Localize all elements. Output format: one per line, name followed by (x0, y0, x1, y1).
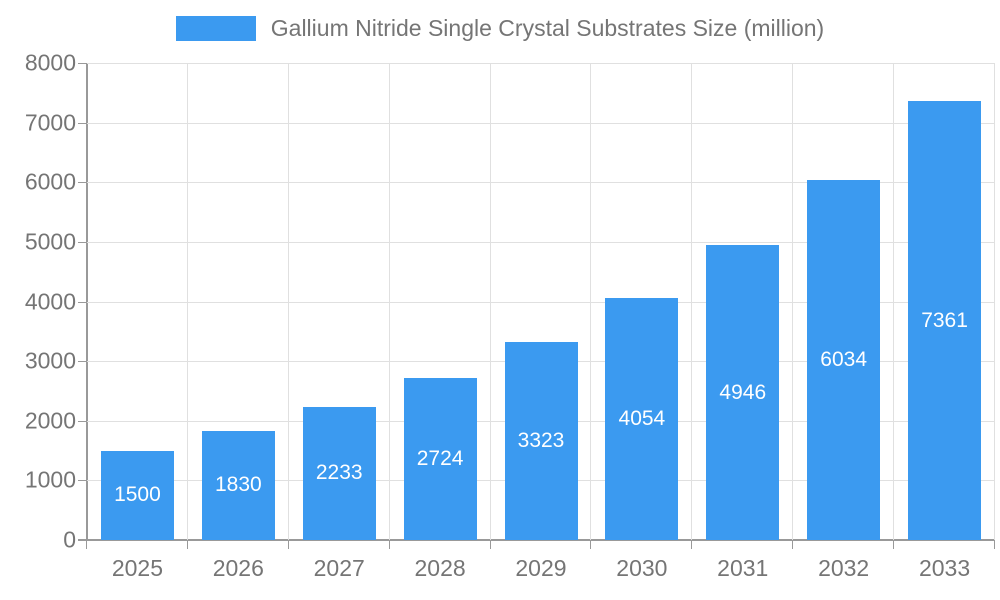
gridline-vertical (994, 63, 995, 540)
gridline-vertical (691, 63, 693, 540)
gridline-vertical (792, 63, 794, 540)
y-axis-tick (78, 540, 86, 541)
plot-area: 1500 1830 2233 2724 3323 4054 4946 6034 7361 (78, 63, 995, 549)
y-axis-tick-label: 0 (63, 526, 76, 553)
bar-2031[interactable]: 4946 (706, 245, 780, 540)
x-axis-labels: 2025 2026 2027 2028 2029 2030 2031 2032 2033 (87, 555, 995, 589)
x-axis-tick-label: 2031 (717, 555, 769, 581)
y-axis-tick-label: 6000 (24, 168, 76, 195)
gridline-vertical (186, 63, 188, 540)
bar-2025[interactable]: 1500 (100, 450, 174, 540)
bar-value-label: 6034 (820, 348, 868, 372)
x-axis-tick-label: 2027 (313, 555, 365, 581)
bar-value-label: 2233 (315, 461, 363, 485)
x-axis-tick (590, 541, 592, 549)
gridline-vertical (893, 63, 895, 540)
y-axis-tick (78, 241, 86, 243)
y-axis-tick (78, 480, 86, 482)
legend-swatch-icon (175, 16, 256, 41)
legend-label: Gallium Nitride Single Crystal Substrate… (270, 15, 825, 41)
gridline-horizontal (87, 63, 995, 64)
x-axis-tick-label: 2033 (918, 555, 971, 581)
x-axis-tick-label: 2028 (414, 555, 466, 581)
y-axis-tick (78, 361, 86, 363)
y-axis-tick (78, 420, 86, 422)
y-axis-tick-label: 1000 (24, 466, 76, 493)
x-axis-line (78, 539, 995, 541)
gridline-horizontal (87, 182, 995, 184)
x-axis-tick (994, 541, 995, 549)
x-axis-tick-label: 2032 (818, 555, 870, 581)
bar-value-label: 2724 (416, 446, 464, 470)
legend[interactable]: Gallium Nitride Single Crystal Substrate… (0, 15, 1000, 42)
bar-2026[interactable]: 1830 (201, 430, 275, 540)
y-axis-tick (78, 122, 86, 124)
bar-2029[interactable]: 3323 (504, 341, 578, 540)
y-axis-tick (78, 182, 86, 184)
bar-value-label: 7361 (921, 308, 968, 332)
bar-value-label: 4054 (618, 407, 666, 431)
y-axis-labels: 0 1000 2000 3000 4000 5000 6000 7000 8000 (0, 50, 76, 553)
x-axis-tick-label: 2026 (212, 555, 264, 581)
gridline-vertical (388, 63, 390, 540)
gridline-horizontal (87, 122, 995, 124)
bar-2027[interactable]: 2233 (302, 406, 376, 540)
y-axis-tick-label: 5000 (24, 228, 76, 255)
x-axis-tick-label: 2025 (111, 555, 164, 581)
bar-2028[interactable]: 2724 (403, 377, 477, 540)
x-axis-tick (489, 541, 491, 549)
x-axis-tick (893, 541, 895, 549)
y-axis-tick-label: 8000 (24, 49, 76, 76)
x-axis-tick (388, 541, 390, 549)
x-axis-tick (287, 541, 289, 549)
gridline-horizontal (87, 241, 995, 243)
bar-2033[interactable]: 7361 (908, 101, 982, 540)
bar-value-label: 1500 (114, 483, 161, 507)
x-axis-tick (792, 541, 794, 549)
x-axis-tick-label: 2029 (515, 555, 567, 581)
gridline-vertical (287, 63, 289, 540)
y-axis-tick-label: 7000 (24, 109, 76, 136)
gridline-vertical (489, 63, 491, 540)
x-axis-tick (691, 541, 693, 549)
y-axis-tick-label: 4000 (24, 288, 76, 314)
bar-value-label: 1830 (214, 473, 262, 497)
bar-2030[interactable]: 4054 (605, 298, 679, 540)
y-axis-tick-label: 2000 (24, 407, 76, 434)
y-axis-tick (78, 63, 86, 64)
y-axis-tick-label: 3000 (24, 347, 76, 374)
x-axis-tick (86, 541, 87, 549)
bar-value-label: 4946 (719, 380, 767, 404)
y-axis-tick (78, 301, 86, 303)
gridline-horizontal (87, 301, 995, 303)
x-axis-tick (186, 541, 188, 549)
bar-value-label: 3323 (517, 428, 565, 452)
bar-2032[interactable]: 6034 (807, 180, 881, 540)
gridline-vertical (590, 63, 592, 540)
x-axis-tick-label: 2030 (616, 555, 668, 581)
